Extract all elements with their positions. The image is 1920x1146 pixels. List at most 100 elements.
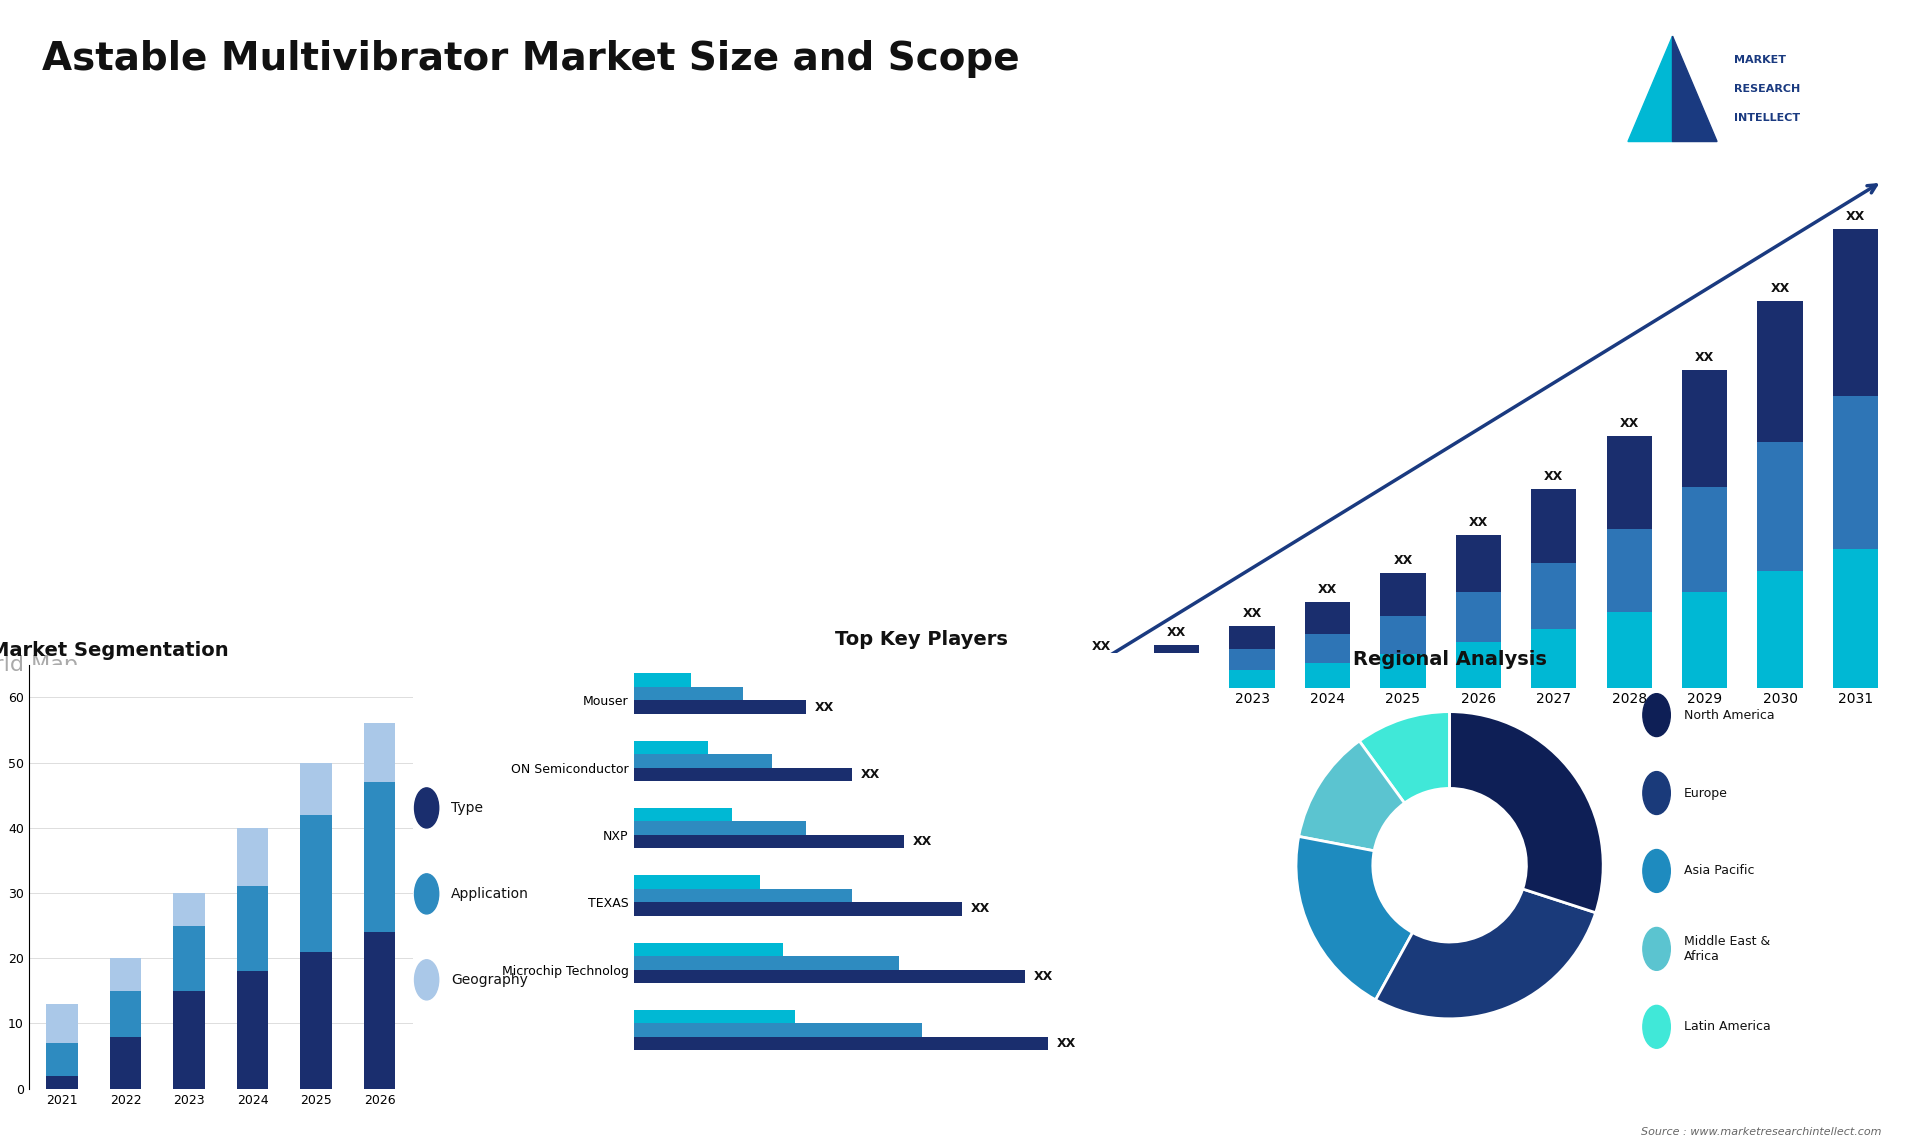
Text: Geography: Geography [451,973,528,987]
Text: XX: XX [860,768,881,780]
Bar [1530,564,1576,629]
Title: Top Key Players: Top Key Players [835,630,1008,649]
Text: Application: Application [451,887,528,901]
Polygon shape [1672,37,1716,142]
Circle shape [1644,1005,1670,1049]
Bar [634,902,962,916]
Circle shape [415,873,438,915]
Bar [634,740,708,754]
Bar [1306,634,1350,662]
Bar [1079,670,1123,681]
Bar [634,835,904,848]
Text: XX: XX [1469,516,1488,528]
Text: XX: XX [1317,582,1336,596]
Circle shape [415,788,438,827]
Circle shape [1644,849,1670,893]
Wedge shape [1296,837,1413,999]
Bar [634,768,852,782]
Bar [1682,370,1728,487]
Text: XX: XX [1033,970,1054,983]
Text: XX: XX [970,903,991,916]
Bar [634,1037,1048,1051]
Title: Regional Analysis: Regional Analysis [1354,650,1546,669]
Bar [1455,642,1501,688]
Text: INTELLECT: INTELLECT [1734,112,1799,123]
Bar [1607,612,1651,688]
Bar [634,822,806,835]
Bar [1380,615,1425,654]
Circle shape [1644,693,1670,737]
Bar [1154,644,1200,661]
Bar [1682,487,1728,592]
Bar [1834,397,1878,549]
Text: XX: XX [1620,417,1640,430]
Bar [634,1023,922,1037]
Text: Latin America: Latin America [1684,1020,1770,1034]
Text: Market Segmentation: Market Segmentation [0,642,228,660]
Circle shape [415,960,438,999]
Text: XX: XX [1770,282,1789,295]
Bar [46,1076,79,1089]
Bar [1455,592,1501,642]
Text: North America: North America [1684,708,1774,722]
Bar [173,926,205,991]
Text: Europe: Europe [1684,786,1728,800]
Wedge shape [1375,889,1596,1019]
Bar [634,1010,795,1023]
Bar [1834,549,1878,688]
Text: World Map: World Map [0,654,79,675]
Bar [236,887,269,972]
Text: Astable Multivibrator Market Size and Scope: Astable Multivibrator Market Size and Sc… [42,40,1020,78]
Wedge shape [1359,712,1450,803]
Bar [1229,650,1275,669]
Bar [634,686,743,700]
Text: Middle East &
Africa: Middle East & Africa [1684,935,1770,963]
Bar [46,1043,79,1076]
Bar [1530,629,1576,688]
Text: MARKET: MARKET [1734,55,1786,65]
Circle shape [1644,927,1670,971]
Bar [1229,626,1275,650]
Bar [634,674,691,686]
Bar [363,723,396,782]
Bar [300,815,332,951]
Text: XX: XX [914,835,933,848]
Bar [46,1004,79,1043]
Bar [1455,535,1501,592]
Bar [634,970,1025,983]
Bar [1380,573,1425,617]
Bar [1682,592,1728,688]
Bar [109,1036,142,1089]
Bar [634,876,760,889]
Text: XX: XX [1695,351,1715,364]
Bar [1229,669,1275,688]
Bar [1079,681,1123,688]
Bar [109,991,142,1036]
Circle shape [1644,771,1670,815]
Bar [1306,602,1350,634]
Bar [634,943,783,956]
Wedge shape [1298,741,1404,850]
Bar [300,762,332,815]
Bar [634,808,732,822]
Bar [236,972,269,1089]
Bar [300,951,332,1089]
Text: XX: XX [1394,554,1413,567]
Text: RESEARCH: RESEARCH [1734,84,1801,94]
Bar [634,889,852,902]
Bar [634,754,772,768]
Bar [1380,654,1425,688]
Text: XX: XX [1845,210,1864,223]
Bar [1154,661,1200,676]
Bar [1757,301,1803,441]
Text: Asia Pacific: Asia Pacific [1684,864,1755,878]
Text: XX: XX [1167,626,1187,638]
Text: XX: XX [1056,1037,1077,1050]
Bar [1834,229,1878,397]
Text: XX: XX [1092,639,1112,653]
Text: XX: XX [814,700,835,714]
Text: Type: Type [451,801,482,815]
Bar [1757,441,1803,571]
Bar [363,932,396,1089]
Bar [109,958,142,991]
